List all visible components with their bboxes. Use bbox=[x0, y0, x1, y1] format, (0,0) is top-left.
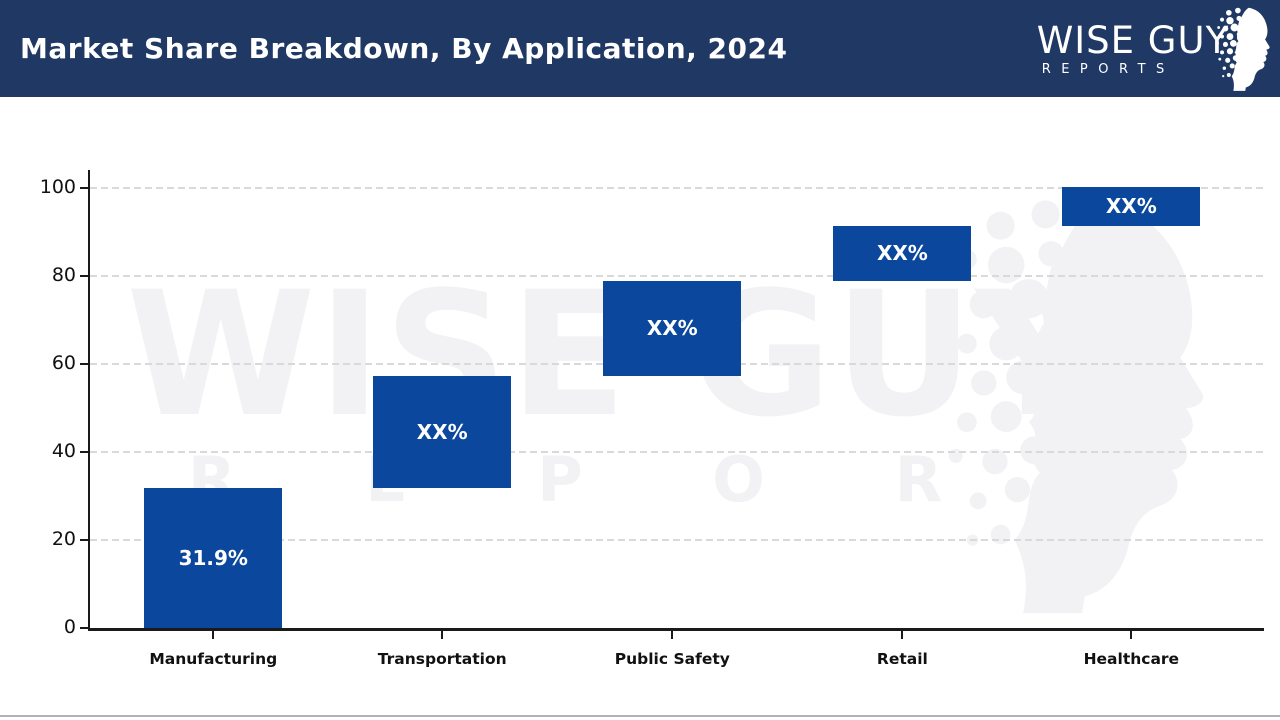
y-axis-tick-80 bbox=[80, 274, 88, 277]
y-axis-tick-0 bbox=[80, 627, 88, 629]
logo-subtitle: REPORTS bbox=[1041, 61, 1175, 77]
y-axis-label-100: 100 bbox=[39, 175, 76, 198]
y-axis-label-80: 80 bbox=[51, 263, 76, 286]
plot-area: 0 20 40 60 80 100 31.9% Manufacturing XX% Transpo… bbox=[40, 170, 1264, 668]
x-axis-tick-5 bbox=[1130, 631, 1133, 639]
gridline-20 bbox=[90, 538, 1264, 541]
y-axis-label-0: 0 bbox=[63, 616, 76, 638]
y-axis-label-40: 40 bbox=[51, 439, 76, 462]
logo-wordmark: WISE GUY bbox=[1036, 18, 1230, 62]
gridline-40 bbox=[90, 450, 1264, 453]
bar-value-label: XX% bbox=[416, 419, 468, 444]
bar-value-label: XX% bbox=[876, 241, 928, 266]
x-axis-label-1: Manufacturing bbox=[149, 650, 278, 668]
header: Market Share Breakdown, By Application, … bbox=[0, 0, 1280, 97]
gridline-80 bbox=[90, 274, 1264, 277]
chart-title: Market Share Breakdown, By Application, … bbox=[20, 32, 788, 65]
footer-divider bbox=[0, 715, 1280, 717]
y-axis-tick-20 bbox=[80, 538, 88, 541]
bar-value-label: XX% bbox=[1105, 194, 1157, 219]
x-axis-label-5: Healthcare bbox=[1083, 650, 1180, 668]
x-axis-tick-1 bbox=[212, 631, 215, 639]
x-axis-label-2: Transportation bbox=[377, 650, 507, 668]
gridline-100 bbox=[90, 186, 1264, 189]
wiseguy-logo: WISE GUY REPORTS bbox=[1037, 4, 1272, 94]
y-axis-tick-40 bbox=[80, 450, 88, 453]
x-axis-label-3: Public Safety bbox=[614, 650, 730, 668]
x-axis-label-4: Retail bbox=[876, 650, 928, 668]
y-axis-label-20: 20 bbox=[51, 527, 76, 550]
x-axis-tick-3 bbox=[671, 631, 674, 639]
logo-text: WISE GUY REPORTS bbox=[1037, 22, 1229, 77]
y-axis-label-60: 60 bbox=[51, 351, 76, 374]
x-axis-tick-2 bbox=[441, 631, 444, 639]
x-axis-tick-4 bbox=[901, 631, 904, 639]
bar-public-safety: XX% bbox=[603, 280, 742, 376]
bar-retail: XX% bbox=[833, 225, 972, 281]
bar-value-label: 31.9% bbox=[178, 545, 248, 570]
bar-transportation: XX% bbox=[373, 375, 512, 488]
bar-value-label: XX% bbox=[646, 316, 698, 341]
y-axis-tick-60 bbox=[80, 362, 88, 365]
bar-healthcare: XX% bbox=[1062, 186, 1201, 226]
bar-manufacturing: 31.9% bbox=[144, 487, 283, 628]
y-axis-tick-100 bbox=[80, 186, 88, 189]
